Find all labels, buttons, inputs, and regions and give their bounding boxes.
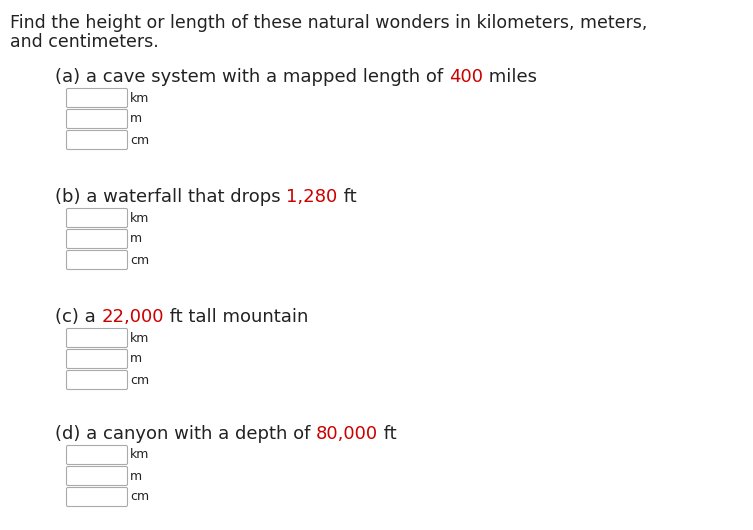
Text: km: km [130,331,149,344]
FancyBboxPatch shape [66,251,127,269]
Text: 22,000: 22,000 [102,308,164,326]
Text: km: km [130,92,149,104]
Text: cm: cm [130,374,149,386]
Text: cm: cm [130,253,149,267]
Text: cm: cm [130,134,149,146]
FancyBboxPatch shape [66,208,127,227]
FancyBboxPatch shape [66,89,127,108]
Text: (c) a: (c) a [55,308,102,326]
FancyBboxPatch shape [66,488,127,507]
Text: ft: ft [378,425,397,443]
Text: (d) a canyon with a depth of: (d) a canyon with a depth of [55,425,316,443]
Text: 1,280: 1,280 [286,188,337,206]
Text: ft tall mountain: ft tall mountain [164,308,309,326]
FancyBboxPatch shape [66,329,127,348]
FancyBboxPatch shape [66,466,127,485]
Text: 80,000: 80,000 [316,425,378,443]
FancyBboxPatch shape [66,349,127,368]
Text: m: m [130,352,142,366]
Text: (b) a waterfall that drops: (b) a waterfall that drops [55,188,286,206]
Text: m: m [130,470,142,482]
Text: 400: 400 [449,68,483,86]
Text: km: km [130,448,149,462]
FancyBboxPatch shape [66,370,127,390]
Text: miles: miles [483,68,537,86]
Text: m: m [130,233,142,245]
Text: (a) a cave system with a mapped length of: (a) a cave system with a mapped length o… [55,68,449,86]
FancyBboxPatch shape [66,130,127,149]
Text: ft: ft [337,188,356,206]
Text: cm: cm [130,490,149,503]
Text: km: km [130,211,149,225]
FancyBboxPatch shape [66,229,127,249]
Text: and centimeters.: and centimeters. [10,33,159,51]
FancyBboxPatch shape [66,446,127,464]
Text: m: m [130,112,142,126]
Text: Find the height or length of these natural wonders in kilometers, meters,: Find the height or length of these natur… [10,14,648,32]
FancyBboxPatch shape [66,110,127,128]
